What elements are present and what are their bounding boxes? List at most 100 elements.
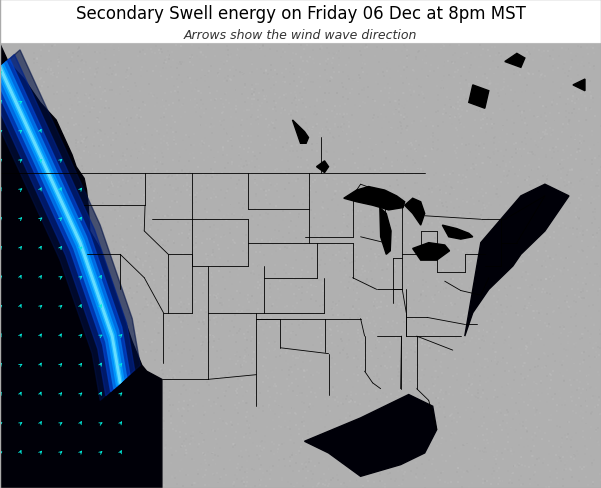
Point [142,435,152,443]
Point [496,295,506,303]
Point [297,201,307,208]
Point [126,164,136,172]
Point [594,166,601,174]
Point [163,446,173,453]
Point [449,60,459,68]
Point [293,164,303,172]
Point [483,115,492,123]
Point [1,445,11,453]
Point [40,363,50,371]
Point [493,208,503,216]
Point [138,195,147,203]
Point [459,51,469,59]
Point [139,102,149,110]
Point [559,265,569,273]
Point [394,482,404,488]
Point [198,473,207,481]
Point [373,71,382,79]
Point [520,462,530,470]
Point [139,166,148,174]
Point [94,374,104,382]
Point [517,273,526,281]
Point [338,455,347,463]
Point [389,266,399,274]
Point [57,215,67,223]
Point [232,220,242,228]
Point [190,86,200,94]
Point [546,146,555,154]
Point [303,381,313,388]
Point [299,225,308,233]
Point [227,357,237,365]
Point [162,76,172,84]
Point [127,250,137,258]
Point [110,329,120,337]
Point [157,161,167,169]
Point [542,130,551,138]
Point [326,125,335,133]
Point [294,210,304,218]
Point [289,291,299,299]
Point [224,380,233,388]
Point [177,86,187,94]
Point [404,365,413,372]
Point [299,413,308,421]
Point [373,261,382,268]
Point [373,113,383,121]
Point [114,307,123,315]
Point [478,46,487,54]
Point [188,62,197,70]
Point [316,339,325,347]
Point [35,76,44,84]
Point [496,409,506,417]
Point [174,391,184,399]
Point [209,172,218,180]
Point [343,180,353,187]
Point [319,346,328,354]
Point [74,311,84,319]
Point [64,254,74,262]
Point [528,452,537,460]
Point [157,170,167,178]
Point [571,110,581,118]
Point [344,293,354,301]
Point [44,374,54,382]
Point [508,462,518,470]
Point [435,308,444,316]
Point [217,118,227,125]
Point [437,189,447,197]
Point [198,339,207,346]
Point [416,144,426,152]
Point [26,108,35,116]
Point [297,289,307,297]
Point [258,379,267,386]
Point [293,382,303,390]
Point [543,400,553,407]
Point [105,252,115,260]
Point [499,230,509,238]
Point [304,139,314,146]
Point [193,231,203,239]
Point [172,256,182,264]
Point [17,109,26,117]
Point [260,439,269,447]
Point [207,166,216,174]
Point [134,104,144,112]
Point [498,423,507,430]
Point [206,63,216,71]
Point [236,447,246,454]
Point [245,160,254,167]
Point [65,171,75,179]
Point [430,159,439,166]
Point [168,401,178,409]
Point [297,155,307,163]
Point [564,208,573,216]
Point [141,141,150,149]
Point [350,102,360,109]
Point [244,299,254,306]
Point [503,430,513,438]
Point [175,88,185,96]
Point [531,407,541,414]
Point [343,409,353,417]
Point [323,71,332,79]
